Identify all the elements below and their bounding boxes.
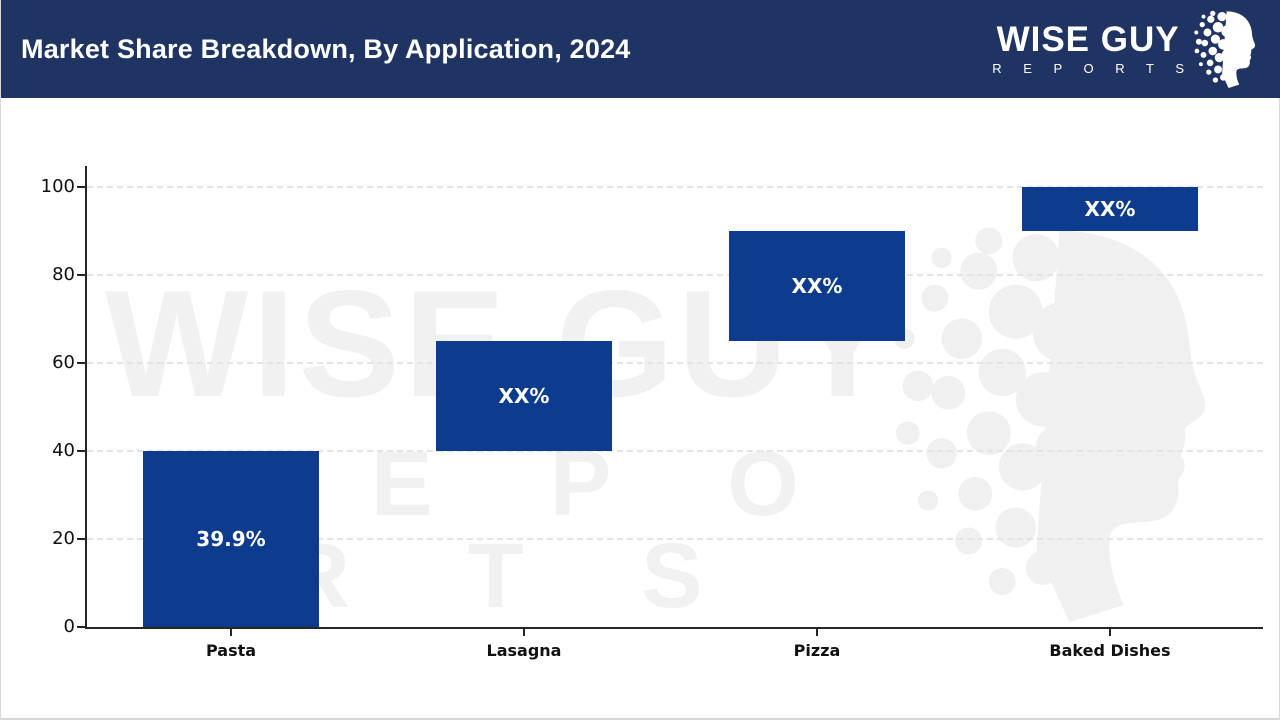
bar: XX% <box>729 231 905 342</box>
brand-wordmark: WISE GUY <box>996 20 1180 59</box>
bar: XX% <box>436 341 612 452</box>
gridline <box>87 538 1263 540</box>
x-axis-line <box>85 627 1263 629</box>
y-tick <box>77 626 85 628</box>
bar-value-label: 39.9% <box>196 527 266 552</box>
y-tick-label: 20 <box>52 528 75 549</box>
bar-value-label: XX% <box>498 384 550 409</box>
bar-value-label: XX% <box>791 274 843 299</box>
gridline <box>87 186 1263 188</box>
brand-logo: WISE GUY R E P O R T S <box>983 8 1255 90</box>
x-tick <box>523 629 525 636</box>
x-tick-label: Pizza <box>793 641 841 660</box>
x-tick <box>230 629 232 636</box>
bar-value-label: XX% <box>1084 197 1136 222</box>
y-tick-label: 60 <box>52 352 75 373</box>
y-tick <box>77 274 85 276</box>
gridline <box>87 274 1263 276</box>
y-tick <box>77 538 85 540</box>
header-bar: Market Share Breakdown, By Application, … <box>1 0 1280 98</box>
x-tick-label: Baked Dishes <box>1049 641 1171 660</box>
y-tick <box>77 450 85 452</box>
y-tick-label: 80 <box>52 264 75 285</box>
x-tick <box>1109 629 1111 636</box>
y-tick-label: 40 <box>52 440 75 461</box>
x-tick-label: Pasta <box>205 641 257 660</box>
bar: 39.9% <box>143 451 319 627</box>
x-tick <box>816 629 818 636</box>
y-axis-line <box>85 166 87 629</box>
dotted-head-logo-icon <box>1189 8 1255 90</box>
y-tick-label: 0 <box>63 616 75 637</box>
brand-text: WISE GUY R E P O R T S <box>983 22 1193 76</box>
brand-subtext: R E P O R T S <box>992 61 1193 76</box>
y-tick <box>77 186 85 188</box>
y-tick-label: 100 <box>40 176 75 197</box>
gridline <box>87 450 1263 452</box>
x-tick-label: Lasagna <box>486 641 562 660</box>
page-title: Market Share Breakdown, By Application, … <box>21 33 631 64</box>
bottom-edge-line <box>1 718 1279 720</box>
gridline <box>87 362 1263 364</box>
y-tick <box>77 362 85 364</box>
bar: XX% <box>1022 187 1198 232</box>
